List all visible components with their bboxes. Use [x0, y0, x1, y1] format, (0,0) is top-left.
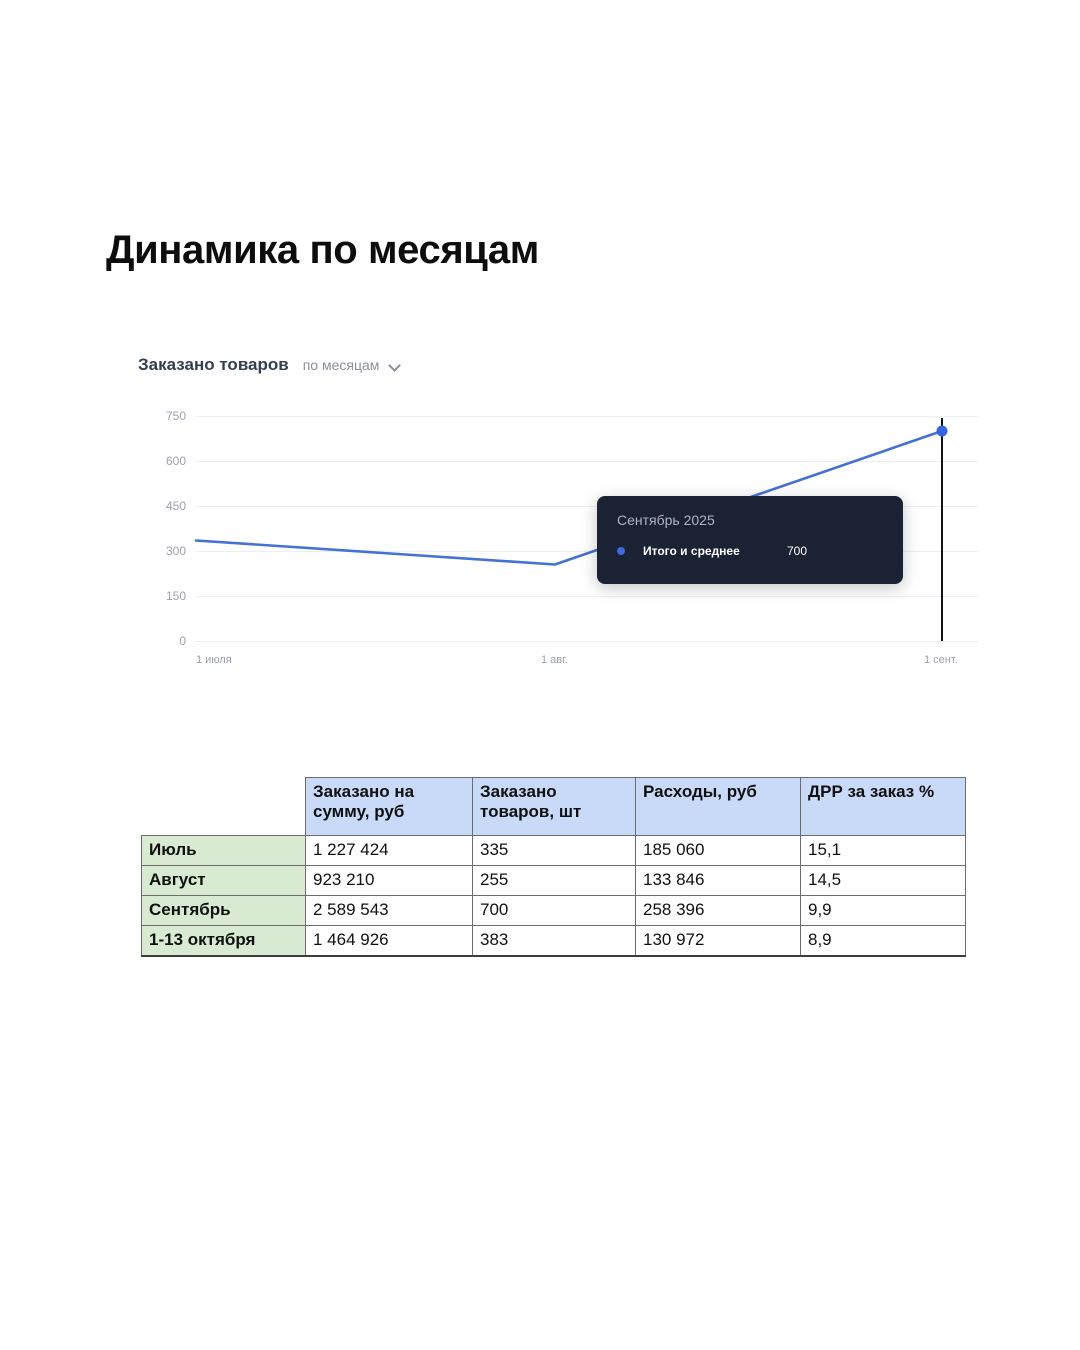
cell-october-drr: 8,9: [800, 925, 966, 958]
cell-july-ordered-qty: 335: [472, 834, 636, 867]
series-line-itogo-i-srednee: [194, 429, 944, 566]
table-row: Сентябрь 2 589 543 700 258 396 9,9: [141, 895, 966, 927]
chart-header: Заказано товаров по месяцам: [138, 352, 401, 378]
cell-august-ordered-sum: 923 210: [305, 865, 473, 897]
tooltip-series-value: 700: [786, 544, 807, 558]
chevron-down-icon[interactable]: [389, 361, 401, 369]
metrics-table: Заказано на сумму, руб Заказано товаров,…: [141, 777, 966, 958]
chart-title: Заказано товаров: [138, 355, 289, 374]
table-row-label-october: 1-13 октября: [141, 925, 306, 958]
y-axis: 750 600 450 300 150 0: [138, 409, 186, 648]
table-row-label-september: Сентябрь: [141, 895, 306, 927]
y-tick-450: 450: [165, 499, 186, 513]
table-header-ordered-qty: Заказано товаров, шт: [472, 777, 636, 836]
table-header-drr: ДРР за заказ %: [800, 777, 966, 836]
chart-widget: Заказано товаров по месяцам 750 600 450 …: [138, 352, 978, 682]
cell-october-ordered-sum: 1 464 926: [305, 925, 473, 958]
cell-september-ordered-qty: 700: [472, 895, 636, 927]
cell-july-expenses: 185 060: [635, 834, 801, 867]
x-tick-july: 1 июля: [196, 654, 232, 666]
table-row: Июль 1 227 424 335 185 060 15,1: [141, 834, 966, 867]
table-row-label-august: Август: [141, 865, 306, 897]
cell-september-drr: 9,9: [800, 895, 966, 927]
tooltip-series-row: Итого и среднее 700: [617, 544, 885, 558]
cell-july-drr: 15,1: [800, 834, 966, 867]
tooltip-title: Сентябрь 2025: [617, 512, 715, 528]
cell-august-ordered-qty: 255: [472, 865, 636, 897]
table-header-expenses: Расходы, руб: [635, 777, 801, 836]
data-point-marker: [936, 425, 948, 437]
y-tick-150: 150: [165, 589, 186, 603]
chart-plot-area[interactable]: 750 600 450 300 150 0 1 июля 1 авг. 1 се…: [138, 409, 978, 682]
cell-october-expenses: 130 972: [635, 925, 801, 958]
table-header-row: Заказано на сумму, руб Заказано товаров,…: [141, 777, 966, 836]
tooltip-series-dot-icon: [617, 547, 625, 555]
table-row: Август 923 210 255 133 846 14,5: [141, 865, 966, 897]
x-tick-august: 1 авг.: [541, 654, 568, 666]
x-tick-september: 1 сент.: [924, 654, 958, 666]
table-corner-cell: [141, 777, 306, 836]
chart-period-dropdown[interactable]: по месяцам: [303, 357, 402, 373]
y-tick-600: 600: [165, 454, 186, 468]
y-tick-300: 300: [165, 544, 186, 558]
cell-august-expenses: 133 846: [635, 865, 801, 897]
tooltip-series-label: Итого и среднее: [643, 544, 740, 558]
table-header-ordered-sum: Заказано на сумму, руб: [305, 777, 473, 836]
y-tick-0: 0: [179, 634, 186, 648]
chart-tooltip: Сентябрь 2025 Итого и среднее 700: [597, 496, 903, 584]
cell-july-ordered-sum: 1 227 424: [305, 834, 473, 867]
chart-period-label: по месяцам: [302, 357, 380, 373]
cell-september-ordered-sum: 2 589 543: [305, 895, 473, 927]
table-row: 1-13 октября 1 464 926 383 130 972 8,9: [141, 925, 966, 958]
page-title: Динамика по месяцам: [106, 228, 539, 272]
y-tick-750: 750: [165, 409, 186, 423]
cell-august-drr: 14,5: [800, 865, 966, 897]
cell-september-expenses: 258 396: [635, 895, 801, 927]
table-row-label-july: Июль: [141, 834, 306, 867]
cell-october-ordered-qty: 383: [472, 925, 636, 958]
